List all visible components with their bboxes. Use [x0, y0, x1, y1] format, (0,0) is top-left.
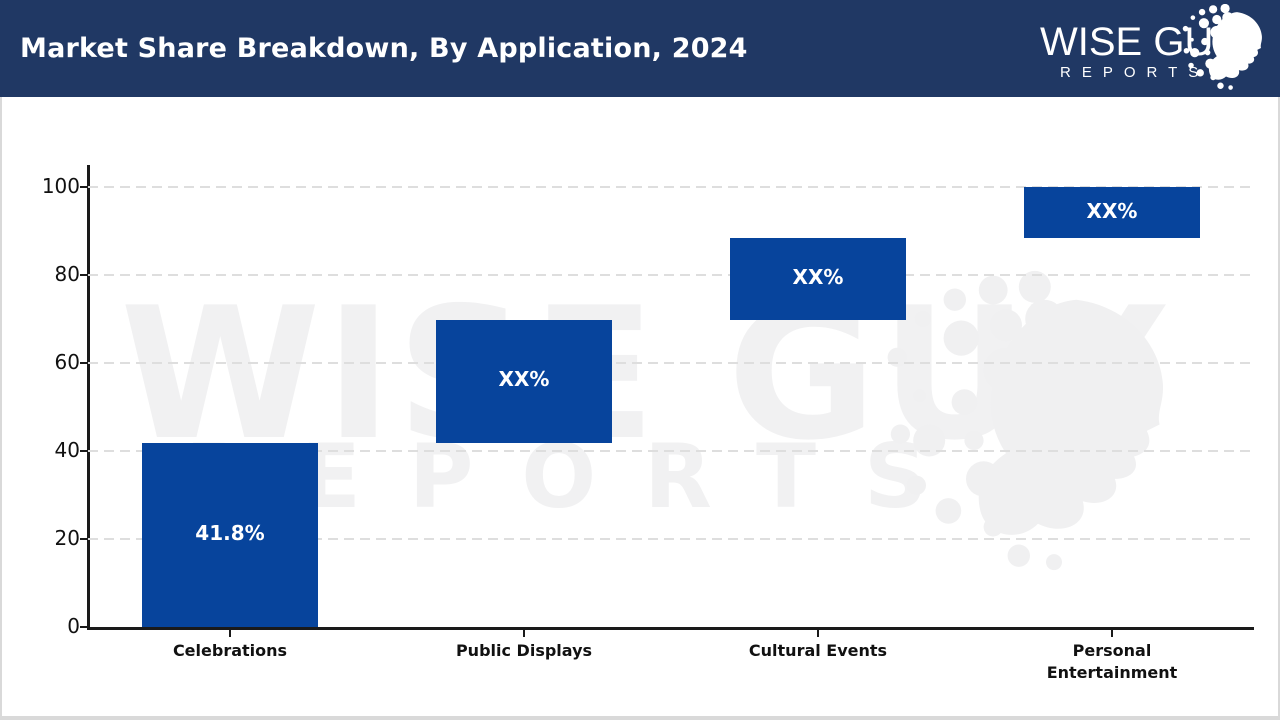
x-axis-tick-mark [523, 629, 525, 637]
x-axis-tick-mark [817, 629, 819, 637]
y-axis-tick-label: 60 [54, 350, 80, 374]
dotted-head-icon [1182, 4, 1262, 90]
bar-value-label: 41.8% [195, 521, 265, 546]
bar-value-label: XX% [1086, 198, 1138, 223]
bar-cultural-events [730, 238, 906, 320]
x-axis-category-label: Personal Entertainment [1046, 641, 1178, 682]
y-axis-tick-label: 20 [54, 526, 80, 550]
right-edge-border [1278, 97, 1280, 720]
y-axis-tick-label: 40 [54, 438, 80, 462]
footer-bar [0, 716, 1280, 720]
bar-celebrations [142, 443, 318, 627]
header-bar: Market Share Breakdown, By Application, … [0, 0, 1280, 97]
page-title: Market Share Breakdown, By Application, … [20, 33, 748, 64]
x-axis-line [87, 627, 1254, 630]
y-axis-tick-label: 80 [54, 262, 80, 286]
bar-value-label: XX% [792, 264, 844, 289]
x-axis-tick-mark [1111, 629, 1113, 637]
gridline-y20 [88, 538, 1253, 540]
bar-value-label: XX% [498, 367, 550, 392]
y-axis-line [87, 165, 90, 630]
y-axis-tick-mark [80, 274, 88, 276]
logo-reports-text: REPORTS [1060, 64, 1210, 81]
gridline-y80 [88, 274, 1253, 276]
x-axis-tick-mark [229, 629, 231, 637]
y-axis-tick-label: 0 [67, 614, 80, 638]
bar-personal-entertainment [1024, 187, 1200, 239]
y-axis-tick-mark [80, 186, 88, 188]
bar-public-displays [436, 319, 612, 444]
y-axis-tick-mark [80, 626, 88, 628]
brand-logo: WISE GUY REPORTS [1012, 0, 1272, 97]
x-axis-category-label: Public Displays [455, 641, 593, 660]
gridline-y60 [88, 362, 1253, 364]
gridline-y40 [88, 450, 1253, 452]
x-axis-category-label: Celebrations [172, 641, 288, 660]
y-axis-tick-label: 100 [41, 174, 80, 198]
x-axis-category-label: Cultural Events [748, 641, 888, 660]
gridline-y100 [88, 186, 1253, 188]
y-axis-tick-mark [80, 450, 88, 452]
left-edge-border [0, 97, 2, 720]
y-axis-tick-mark [80, 538, 88, 540]
y-axis-tick-mark [80, 362, 88, 364]
